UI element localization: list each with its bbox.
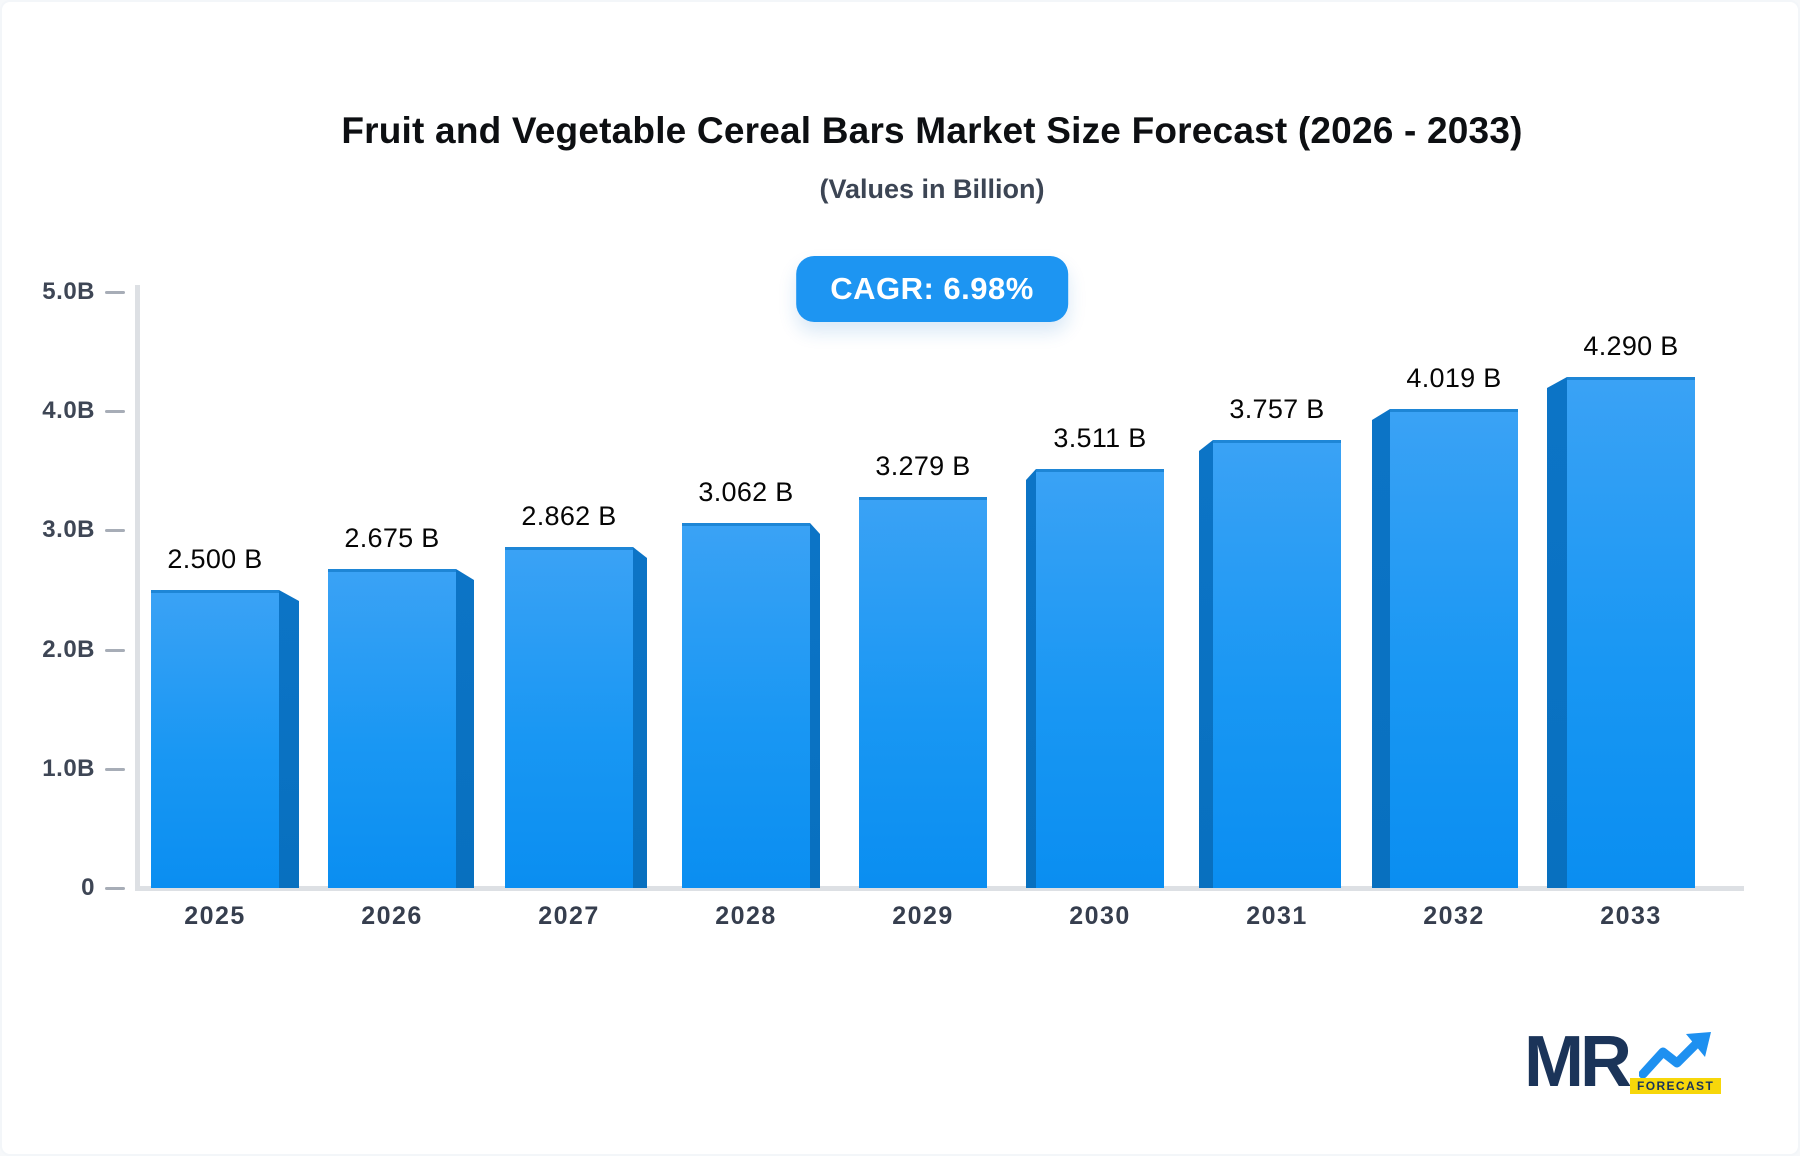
y-axis-tick [105, 529, 125, 532]
y-axis-tick [105, 649, 125, 652]
y-axis-tick [105, 410, 125, 413]
y-axis-tick [105, 291, 125, 294]
bar-side-face [810, 523, 820, 888]
bar [505, 547, 633, 888]
x-axis-line [135, 886, 1744, 891]
x-axis-label: 2030 [1069, 902, 1131, 930]
x-axis-label: 2026 [361, 902, 423, 930]
y-axis-tick [105, 887, 125, 890]
logo-mr-text: MR [1524, 1022, 1632, 1103]
bar-value-label: 3.511 B [1053, 423, 1147, 453]
page-title: Fruit and Vegetable Cereal Bars Market S… [341, 110, 1523, 151]
y-axis-label: 1.0B [42, 755, 95, 782]
bar-value-label: 4.290 B [1583, 331, 1679, 361]
bar [859, 497, 987, 888]
bar [682, 523, 810, 888]
bar-side-face [1199, 440, 1213, 888]
y-axis-label: 3.0B [42, 516, 95, 543]
mr-forecast-logo: MR FORECAST [1524, 1022, 1722, 1103]
y-axis-label: 4.0B [42, 397, 95, 424]
logo-forecast-label: FORECAST [1629, 1078, 1722, 1095]
bar-side-face [633, 547, 647, 888]
bar [1390, 409, 1518, 888]
bar-value-label: 3.757 B [1229, 394, 1325, 424]
bar-side-face [456, 569, 474, 888]
bar [1567, 377, 1695, 888]
x-axis-label: 2025 [184, 902, 246, 930]
bar-value-label: 2.500 B [167, 544, 263, 574]
bar-value-label: 4.019 B [1406, 363, 1502, 393]
page-subtitle: (Values in Billion) [819, 174, 1045, 204]
bar-value-label: 3.279 B [875, 451, 971, 481]
x-axis-label: 2028 [715, 902, 777, 930]
cagr-badge: CAGR: 6.98% [796, 256, 1068, 322]
bar [1036, 469, 1164, 888]
x-axis-label: 2033 [1600, 902, 1662, 930]
x-axis-label: 2031 [1246, 902, 1308, 930]
y-axis-line [135, 285, 140, 891]
y-axis-label: 5.0B [42, 278, 95, 305]
bar-value-label: 3.062 B [698, 477, 794, 507]
y-axis-tick [105, 768, 125, 771]
x-axis-label: 2029 [892, 902, 954, 930]
y-axis-label: 2.0B [42, 636, 95, 663]
x-axis-label: 2027 [538, 902, 600, 930]
bar-side-face [279, 590, 299, 888]
bar-side-face [1547, 377, 1567, 888]
bar [1213, 440, 1341, 888]
x-axis-label: 2032 [1423, 902, 1485, 930]
y-axis-label: 0 [81, 874, 95, 901]
bar-side-face [1026, 469, 1036, 888]
bar [328, 569, 456, 888]
bar [151, 590, 279, 888]
bar-value-label: 2.862 B [521, 501, 617, 531]
trend-arrow-icon [1638, 1032, 1711, 1078]
bar-side-face [1372, 409, 1390, 888]
bar-value-label: 2.675 B [344, 523, 440, 553]
